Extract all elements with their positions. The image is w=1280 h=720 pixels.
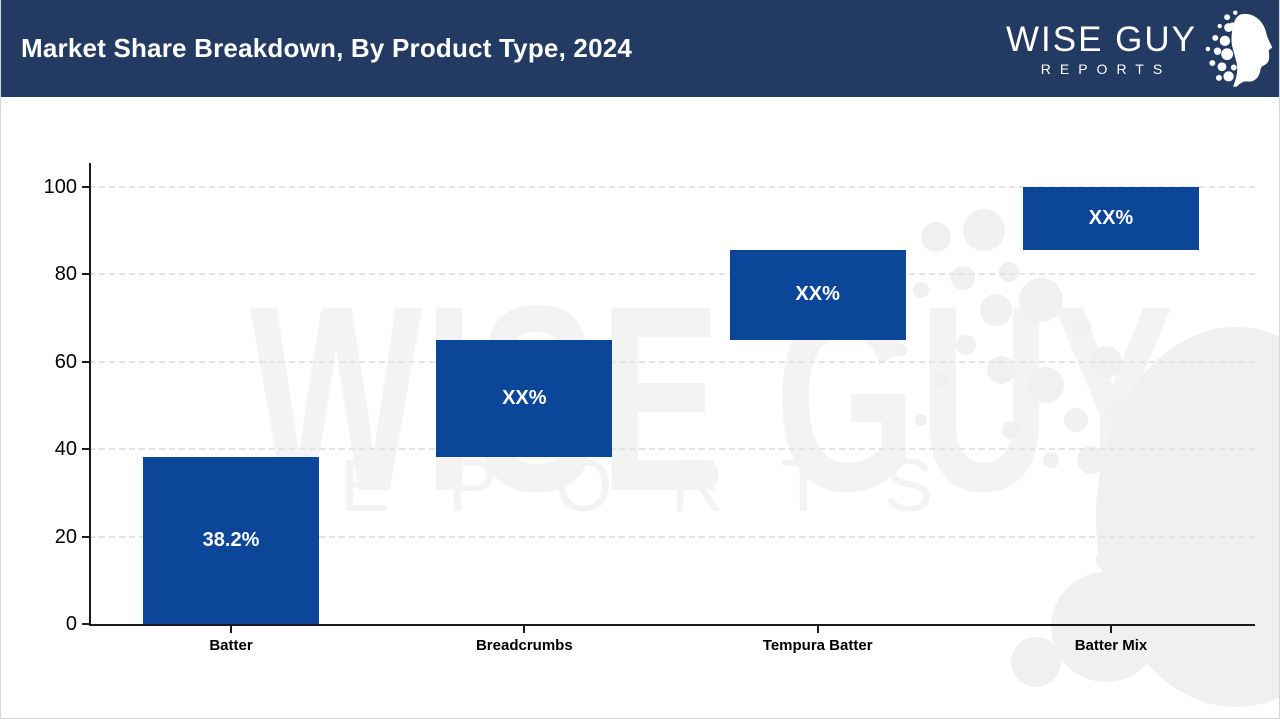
y-axis-tick	[82, 360, 90, 363]
x-axis-tick	[1109, 626, 1112, 633]
x-axis-category-label: Breadcrumbs	[475, 637, 573, 654]
bar-value-label: XX%	[502, 386, 547, 409]
bar-value-label: XX%	[1088, 206, 1134, 229]
grid-line	[89, 535, 1255, 538]
brand-logo: WISE GUY REPORTS	[1006, 6, 1273, 92]
logo-reports-text: REPORTS	[1040, 61, 1172, 77]
brand-logo-text: WISE GUY REPORTS	[1006, 22, 1197, 76]
y-axis-tick	[82, 535, 90, 538]
y-axis-tick	[82, 185, 90, 188]
grid-line	[89, 448, 1255, 450]
logo-face-icon	[1205, 10, 1273, 87]
x-axis-line	[89, 624, 1255, 626]
x-axis-tick	[230, 626, 232, 633]
watermark-face-icon	[895, 209, 1279, 707]
bar-value-label: XX%	[795, 283, 840, 306]
grid-line	[89, 185, 1255, 188]
y-axis-tick-label: 80	[54, 263, 77, 285]
y-axis-line	[89, 163, 91, 626]
bar-value-label: 38.2%	[202, 528, 260, 551]
y-axis-tick-label: 0	[65, 613, 77, 635]
y-axis-tick-label: 40	[54, 438, 77, 460]
x-axis-tick	[816, 626, 819, 633]
x-axis-category-label: Tempura Batter	[762, 637, 873, 654]
page-title: Market Share Breakdown, By Product Type,…	[21, 33, 633, 63]
header-bar: Market Share Breakdown, By Product Type,…	[1, 0, 1279, 97]
bar: XX%	[1022, 186, 1199, 250]
grid-line	[89, 360, 1255, 363]
bar: 38.2%	[143, 456, 319, 624]
bar: XX%	[436, 339, 613, 457]
y-axis-tick-label: 100	[43, 175, 77, 198]
y-axis-tick	[82, 623, 90, 625]
grid-line	[89, 273, 1255, 275]
chart-area: WISE GUY REPORTS	[1, 97, 1279, 718]
y-axis-tick	[82, 448, 90, 450]
y-axis-tick	[82, 273, 90, 275]
x-axis-tick	[523, 626, 526, 633]
logo-wiseguy-text: WISE GUY	[1005, 20, 1197, 59]
y-axis-tick-label: 60	[54, 350, 77, 373]
x-axis-category-label: Batter Mix	[1074, 637, 1148, 654]
y-axis-tick-label: 20	[54, 525, 77, 548]
bar: XX%	[729, 249, 906, 340]
x-axis-category-label: Batter	[209, 637, 253, 654]
